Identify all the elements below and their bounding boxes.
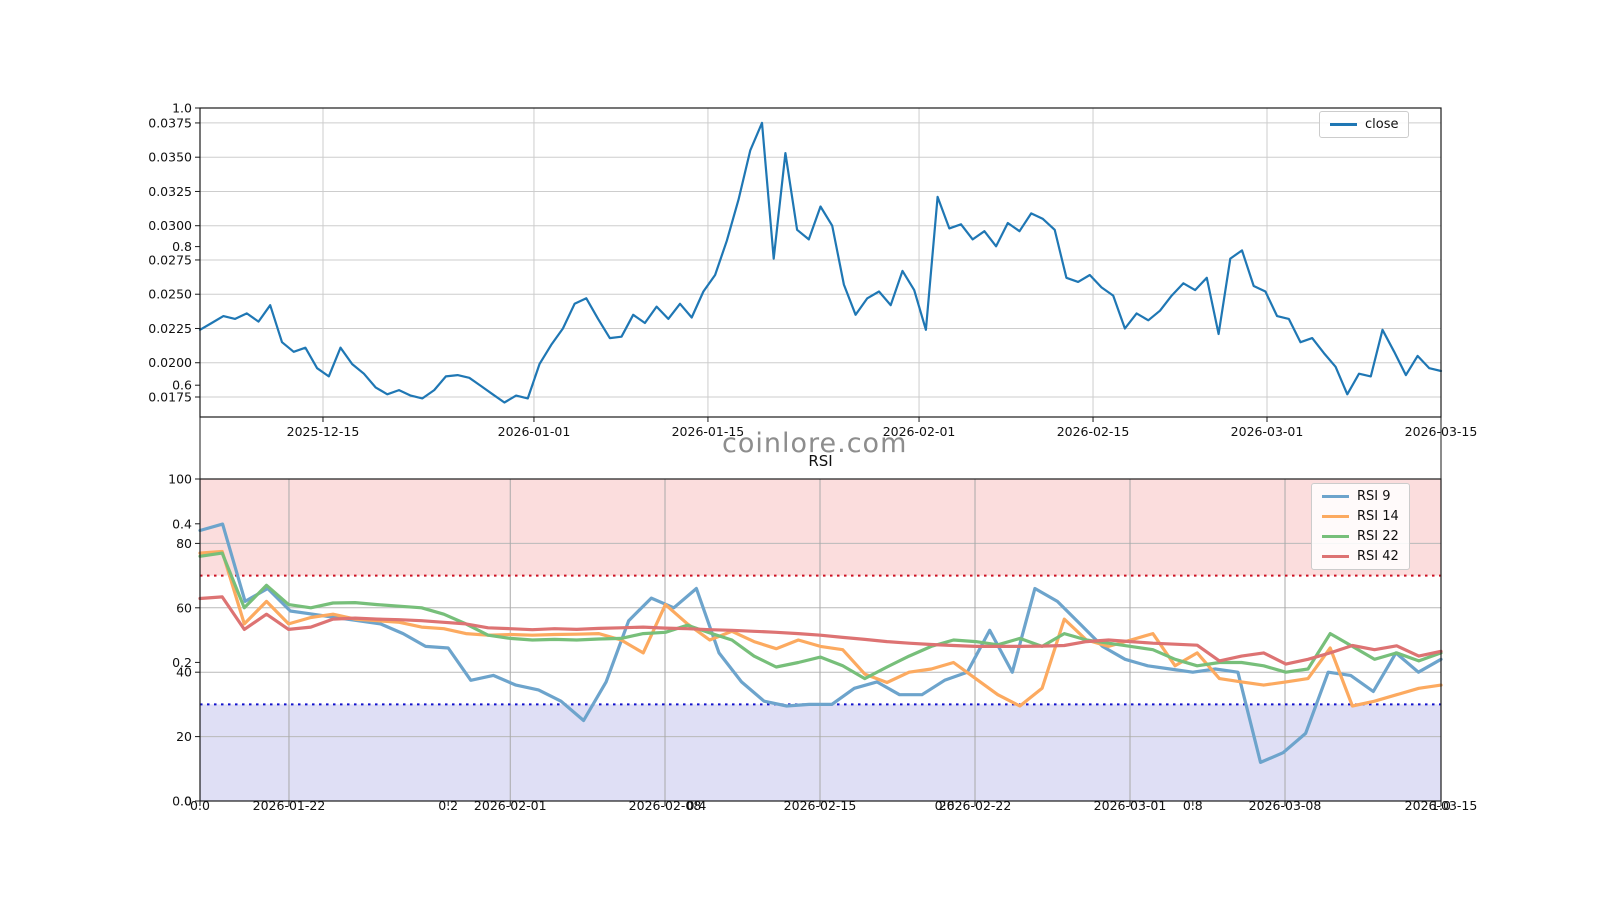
- legend-item-close: close: [1330, 117, 1398, 132]
- phantom-x-tick-label: 0.2: [438, 798, 458, 813]
- price-x-tick-label: 2026-01-01: [498, 424, 571, 439]
- price-y-tick-label: 0.0275: [148, 252, 192, 267]
- legend-item-rsi-42: RSI 42: [1322, 549, 1399, 564]
- rsi-x-tick-label: 2026-01-22: [253, 798, 326, 813]
- phantom-x-tick-label: 0.8: [1183, 798, 1203, 813]
- price-x-tick-label: 2025-12-15: [287, 424, 360, 439]
- legend-label: RSI 42: [1357, 549, 1399, 564]
- legend-line-sample: [1322, 495, 1349, 498]
- rsi-y-tick-label: 100: [168, 472, 192, 487]
- rsi-y-tick-label: 60: [176, 600, 192, 615]
- price-legend: close: [1319, 111, 1410, 138]
- legend-label: RSI 9: [1357, 489, 1391, 504]
- price-y-tick-label: 0.0200: [148, 355, 192, 370]
- rsi-y-tick-label: 80: [176, 536, 192, 551]
- price-axes-frame: [199, 107, 1442, 418]
- phantom-y-tick-label: 0.0: [172, 794, 192, 809]
- price-x-tick-label: 2026-03-15: [1405, 424, 1478, 439]
- phantom-y-tick-label: 0.2: [172, 655, 192, 670]
- rsi-y-tick-label: 20: [176, 729, 192, 744]
- rsi-y-tick-label: 40: [176, 665, 192, 680]
- phantom-x-tick-label: 0.4: [686, 798, 706, 813]
- phantom-x-tick-label: 1.0: [1431, 798, 1451, 813]
- phantom-y-tick-label: 0.4: [172, 516, 192, 531]
- rsi-line-3: [198, 551, 1443, 681]
- price-y-tick-label: 0.0350: [148, 150, 192, 165]
- rsi-line-4: [198, 595, 1443, 666]
- price-y-tick-label: 0.0375: [148, 115, 192, 130]
- rsi-line-2: [198, 549, 1443, 708]
- price-y-tick-label: 0.0325: [148, 184, 192, 199]
- legend-label: close: [1365, 117, 1399, 132]
- price-x-tick-label: 2026-02-15: [1057, 424, 1130, 439]
- price-y-tick-label: 0.0225: [148, 321, 192, 336]
- rsi-legend: RSI 9 RSI 14 RSI 22 RSI 42: [1311, 483, 1410, 570]
- rsi-x-tick-label: 2026-03-01: [1094, 798, 1167, 813]
- rsi-y-tick-label: 0: [184, 794, 192, 809]
- rsi-x-tick-label: 2026-02-15: [784, 798, 857, 813]
- watermark: coinlore.com: [722, 428, 908, 459]
- legend-label: RSI 14: [1357, 509, 1399, 524]
- price-x-tick-label: 2026-02-01: [883, 424, 956, 439]
- rsi-line-1: [198, 522, 1443, 765]
- legend-line-sample: [1322, 535, 1349, 538]
- rsi-x-tick-label: 2026-02-08: [629, 798, 702, 813]
- rsi-x-tick-label: 2026-02-01: [474, 798, 547, 813]
- legend-line-sample: [1322, 555, 1349, 558]
- phantom-x-tick-label: 0.6: [935, 798, 955, 813]
- legend-line-sample: [1322, 515, 1349, 518]
- price-y-tick-label: 0.0250: [148, 287, 192, 302]
- phantom-y-tick-label: 1.0: [172, 101, 192, 116]
- phantom-x-tick-label: 0.0: [190, 798, 210, 813]
- price-y-tick-label: 0.0300: [148, 218, 192, 233]
- legend-item-rsi-9: RSI 9: [1322, 489, 1399, 504]
- price-y-tick-label: 0.0175: [148, 389, 192, 404]
- price-x-tick-label: 2026-01-15: [672, 424, 745, 439]
- price-x-tick-label: 2026-03-01: [1231, 424, 1304, 439]
- legend-label: RSI 22: [1357, 529, 1399, 544]
- phantom-y-tick-label: 0.6: [172, 378, 192, 393]
- rsi-x-tick-label: 2026-02-22: [939, 798, 1012, 813]
- legend-line-sample: [1330, 123, 1357, 126]
- close-line: [198, 121, 1443, 404]
- rsi-x-tick-label: 2026-03-08: [1249, 798, 1322, 813]
- rsi-panel-title: RSI: [808, 452, 833, 470]
- legend-item-rsi-22: RSI 22: [1322, 529, 1399, 544]
- phantom-y-tick-label: 0.8: [172, 239, 192, 254]
- legend-item-rsi-14: RSI 14: [1322, 509, 1399, 524]
